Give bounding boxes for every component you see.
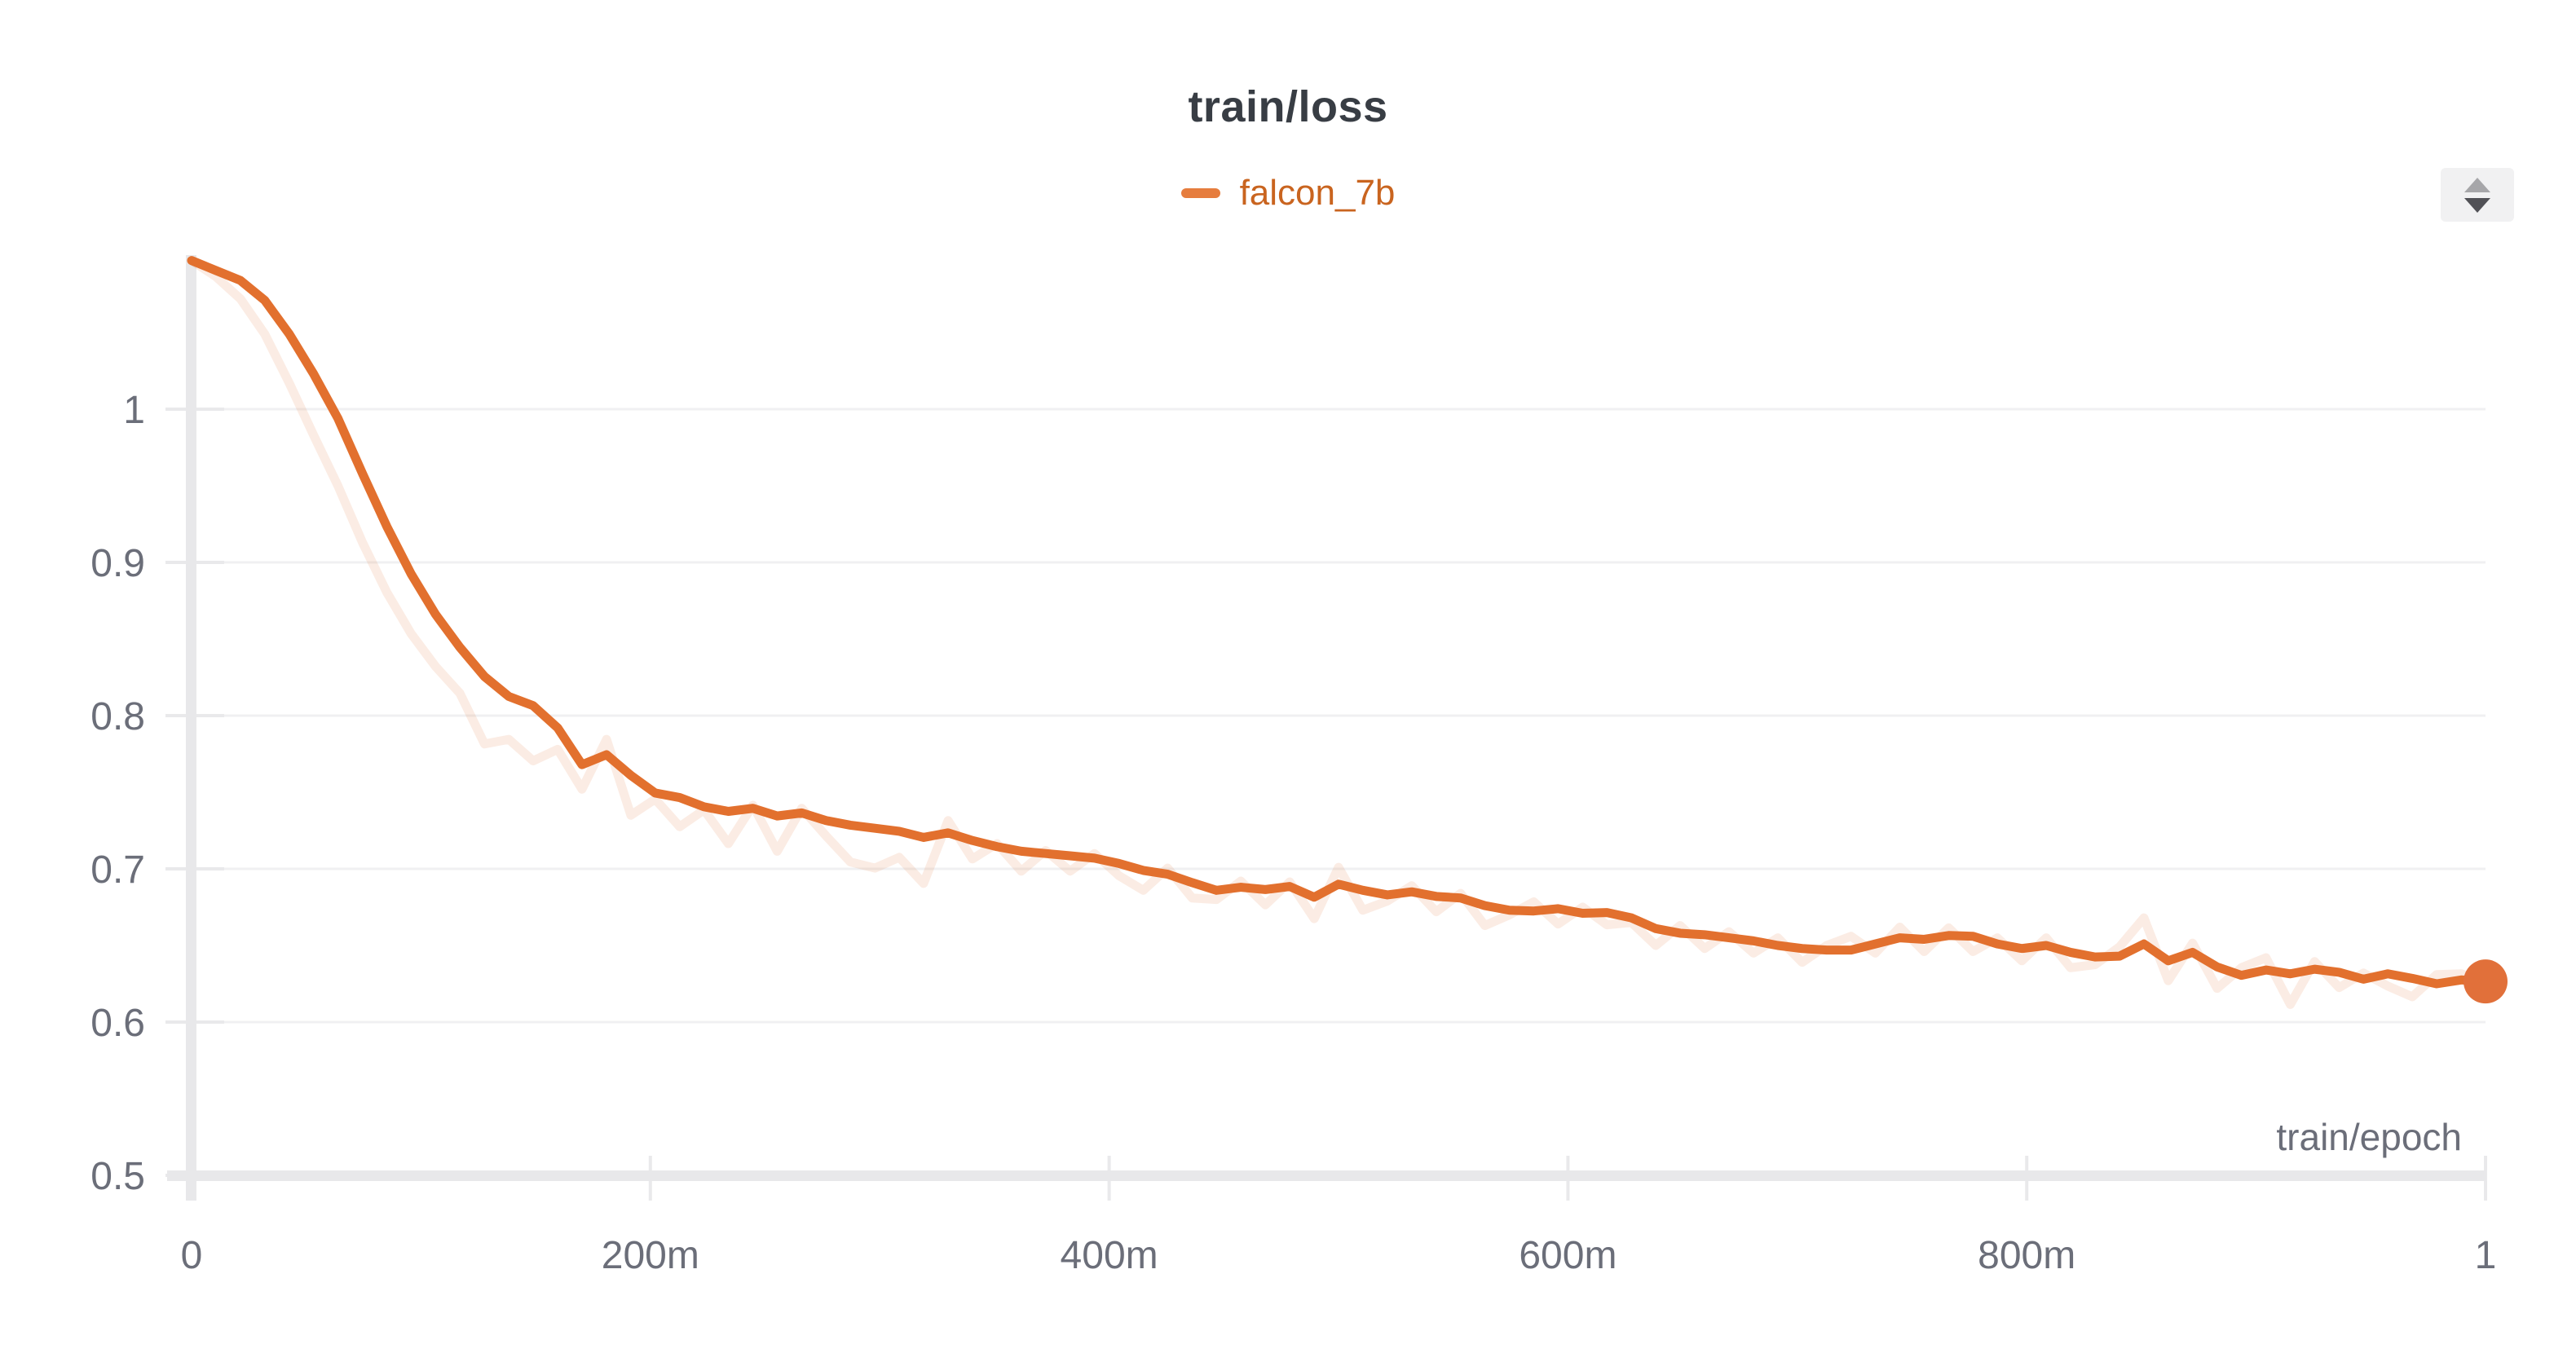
y-tick-label: 0.9 [90,542,145,585]
x-tick-label: 1 [2475,1234,2497,1277]
chart-title: train/loss [1188,82,1388,131]
y-tick-label: 0.8 [90,695,145,738]
x-axis-title: train/epoch [2276,1116,2462,1158]
y-tick-label: 0.7 [90,848,145,892]
triangle-down-icon [2464,197,2490,213]
x-tick-label: 400m [1061,1234,1158,1277]
x-tick-label: 800m [1978,1234,2075,1277]
y-axis-line [186,255,196,1201]
raw-series-line [187,256,2490,1009]
legend-label: falcon_7b [1239,173,1396,213]
legend-item-falcon-7b[interactable]: falcon_7b [1180,173,1396,214]
legend-line-swatch [1180,188,1220,198]
legend: falcon_7b [0,173,2576,214]
y-tick-label: 1 [123,389,145,432]
smoothed-series-line[interactable] [187,256,2490,989]
end-point-marker [2464,959,2508,1004]
x-tick-label: 600m [1519,1234,1617,1277]
y-tick-label: 0.5 [90,1155,145,1198]
sort-arrows-button[interactable] [2441,168,2514,222]
x-axis-line [167,1170,2486,1181]
x-tick-label: 0 [181,1234,203,1277]
y-tick-label: 0.6 [90,1002,145,1045]
x-tick-label: 200m [602,1234,699,1277]
triangle-up-icon [2464,177,2490,192]
